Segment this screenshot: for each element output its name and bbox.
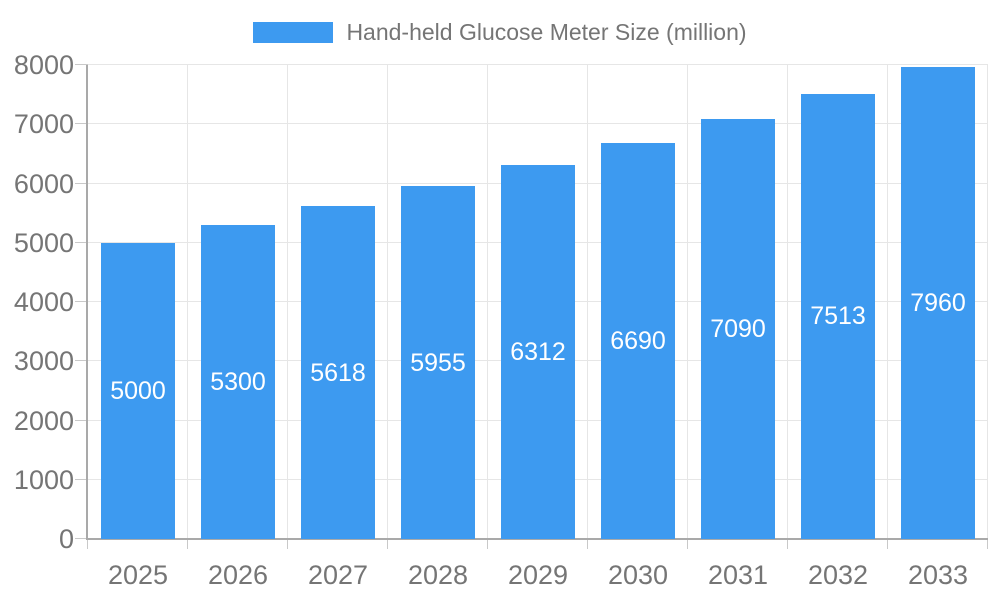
bar: 5955 (401, 186, 475, 539)
bar-value-label: 6312 (510, 337, 566, 366)
y-axis-line (86, 65, 88, 539)
v-gridline (287, 65, 288, 539)
y-axis-label: 8000 (13, 50, 74, 80)
v-gridline (887, 65, 888, 539)
legend-swatch (253, 21, 334, 43)
x-axis-label: 2029 (507, 560, 569, 590)
y-axis-tick (75, 123, 88, 125)
x-axis-label: 2025 (107, 560, 169, 590)
bar: 7090 (701, 118, 775, 539)
bar: 5000 (101, 242, 175, 539)
bar-value-label: 5955 (410, 348, 466, 377)
v-gridline (487, 65, 488, 539)
v-gridline (787, 65, 788, 539)
x-axis-tick (287, 539, 288, 549)
y-axis-label: 4000 (13, 287, 74, 317)
x-axis-tick (887, 539, 888, 549)
bar-value-label: 7513 (810, 302, 866, 331)
x-axis-line (86, 538, 988, 540)
v-gridline (587, 65, 588, 539)
x-axis-tick (87, 539, 88, 549)
bar-value-label: 7090 (710, 314, 766, 343)
x-axis-label: 2028 (407, 560, 469, 590)
bar: 7960 (901, 67, 975, 539)
x-axis-label: 2031 (707, 560, 769, 590)
y-axis-tick (75, 182, 88, 184)
bar-value-label: 5000 (110, 376, 166, 405)
y-axis-label: 3000 (13, 346, 74, 377)
bar: 6690 (601, 142, 675, 539)
bar: 6312 (501, 165, 575, 539)
x-axis-label: 2032 (807, 560, 869, 590)
h-gridline (88, 64, 988, 65)
x-axis-label: 2027 (307, 560, 369, 590)
bar: 5300 (201, 224, 275, 539)
y-axis-label: 6000 (13, 168, 74, 199)
bar-value-label: 6690 (610, 326, 666, 355)
v-gridline (687, 65, 688, 539)
y-axis-label: 2000 (13, 405, 74, 436)
legend-label: Hand-held Glucose Meter Size (million) (346, 19, 747, 45)
x-axis-label: 2033 (907, 560, 969, 590)
legend-item[interactable]: Hand-held Glucose Meter Size (million) (253, 18, 747, 46)
chart-legend: Hand-held Glucose Meter Size (million) (0, 18, 1000, 46)
h-gridline (88, 123, 988, 125)
x-axis-label: 2026 (207, 560, 269, 590)
v-gridline (987, 65, 988, 539)
y-axis-tick (75, 64, 88, 65)
v-gridline (387, 65, 388, 539)
y-axis-tick (75, 419, 88, 421)
x-axis-tick (687, 539, 688, 549)
bar-value-label: 5300 (210, 367, 266, 396)
bar-value-label: 5618 (310, 358, 366, 387)
y-axis-label: 0 (58, 524, 74, 554)
x-axis-tick (787, 539, 788, 549)
y-axis-tick (75, 301, 88, 302)
y-axis-label: 5000 (13, 227, 74, 258)
bar: 5618 (301, 206, 375, 539)
v-gridline (187, 65, 188, 539)
bar: 7513 (801, 93, 875, 539)
x-axis-tick (587, 539, 588, 549)
x-axis-tick (187, 539, 188, 549)
x-axis-tick (387, 539, 388, 549)
bar-value-label: 7960 (910, 289, 966, 318)
y-axis-tick (75, 241, 88, 243)
x-axis-label: 2030 (607, 560, 669, 590)
y-axis-tick (75, 538, 88, 539)
y-axis-label: 7000 (13, 109, 74, 140)
y-axis-label: 1000 (13, 464, 74, 495)
y-axis-tick (75, 478, 88, 480)
y-axis-tick (75, 360, 88, 362)
x-axis-tick (987, 539, 988, 549)
x-axis-tick (487, 539, 488, 549)
